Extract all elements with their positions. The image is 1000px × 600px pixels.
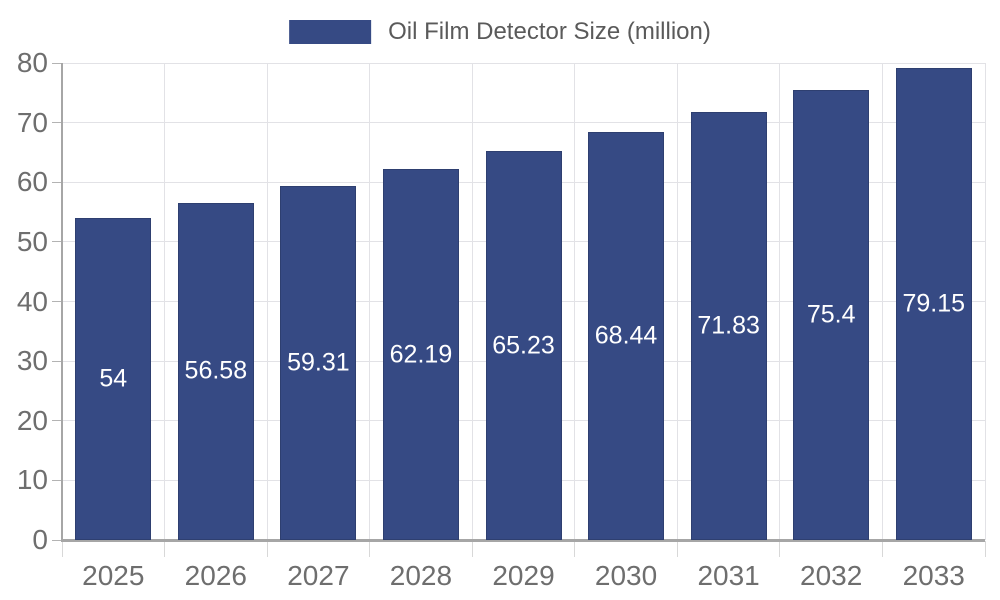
bar-value-label: 65.23 [492, 331, 555, 360]
x-axis-tick [61, 541, 63, 557]
x-axis-tick [574, 541, 576, 557]
x-tick-label: 2030 [594, 560, 658, 591]
y-tick-label: 80 [16, 47, 48, 78]
bar-value-label: 59.31 [287, 348, 350, 377]
y-tick-label: 40 [16, 285, 48, 317]
y-axis-tick [52, 181, 62, 183]
h-gridline [62, 62, 985, 64]
bar[interactable] [690, 111, 767, 540]
bar[interactable] [588, 131, 665, 540]
h-gridline [62, 122, 985, 124]
x-tick-label: 2031 [697, 560, 760, 591]
x-axis-line [62, 539, 985, 542]
x-axis-tick [779, 541, 781, 557]
y-axis-tick [52, 301, 62, 302]
v-gridline [881, 63, 883, 540]
x-axis-tick [164, 541, 166, 557]
y-axis-tick [52, 479, 62, 481]
bar[interactable] [485, 151, 562, 540]
v-gridline [676, 63, 678, 540]
y-axis-tick [52, 62, 62, 64]
x-tick-label: 2027 [287, 560, 350, 591]
legend-label: Oil Film Detector Size (million) [388, 18, 711, 45]
legend-swatch-icon [289, 20, 372, 44]
x-tick-label: 2025 [82, 560, 145, 591]
x-axis-tick [266, 541, 268, 557]
y-tick-label: 20 [16, 404, 48, 436]
x-axis-tick [471, 541, 473, 557]
x-tick-label: 2026 [184, 560, 247, 591]
y-axis-tick [52, 420, 62, 422]
bar-value-label: 62.19 [389, 340, 453, 369]
bar[interactable] [382, 169, 459, 540]
y-tick-label: 70 [16, 106, 48, 138]
y-axis-tick [52, 241, 62, 243]
x-axis-tick [984, 541, 986, 557]
x-tick-label: 2032 [800, 560, 863, 591]
y-axis-tick [52, 360, 62, 362]
y-tick-label: 30 [16, 345, 48, 377]
bar-value-label: 71.83 [697, 311, 760, 340]
y-axis-line [61, 63, 63, 542]
x-axis-tick [881, 541, 883, 557]
bar[interactable] [177, 202, 254, 540]
v-gridline [471, 63, 473, 540]
y-tick-label: 60 [16, 166, 48, 198]
v-gridline [779, 63, 781, 540]
bar-value-label: 79.15 [902, 289, 965, 318]
x-tick-label: 2029 [492, 560, 555, 591]
y-tick-label: 0 [32, 524, 48, 555]
y-axis-tick [52, 122, 62, 124]
v-gridline [266, 63, 268, 540]
bar-value-label: 75.4 [806, 300, 856, 329]
legend[interactable]: Oil Film Detector Size (million) [289, 18, 711, 46]
v-gridline [369, 63, 371, 540]
y-tick-label: 10 [16, 464, 48, 496]
x-axis-tick [369, 541, 371, 557]
v-gridline [984, 63, 986, 540]
bar[interactable] [75, 218, 152, 540]
v-gridline [574, 63, 576, 540]
bar-value-label: 56.58 [184, 356, 248, 385]
bar[interactable] [895, 68, 972, 540]
x-axis-tick [676, 541, 678, 557]
y-axis-tick [52, 539, 62, 541]
v-gridline [164, 63, 166, 540]
x-tick-label: 2028 [389, 560, 453, 591]
bar[interactable] [793, 90, 870, 540]
x-tick-label: 2033 [902, 560, 965, 591]
bar-value-label: 68.44 [594, 321, 658, 350]
bar-value-label: 54 [99, 364, 128, 393]
y-tick-label: 50 [16, 225, 48, 257]
bar[interactable] [280, 186, 357, 540]
